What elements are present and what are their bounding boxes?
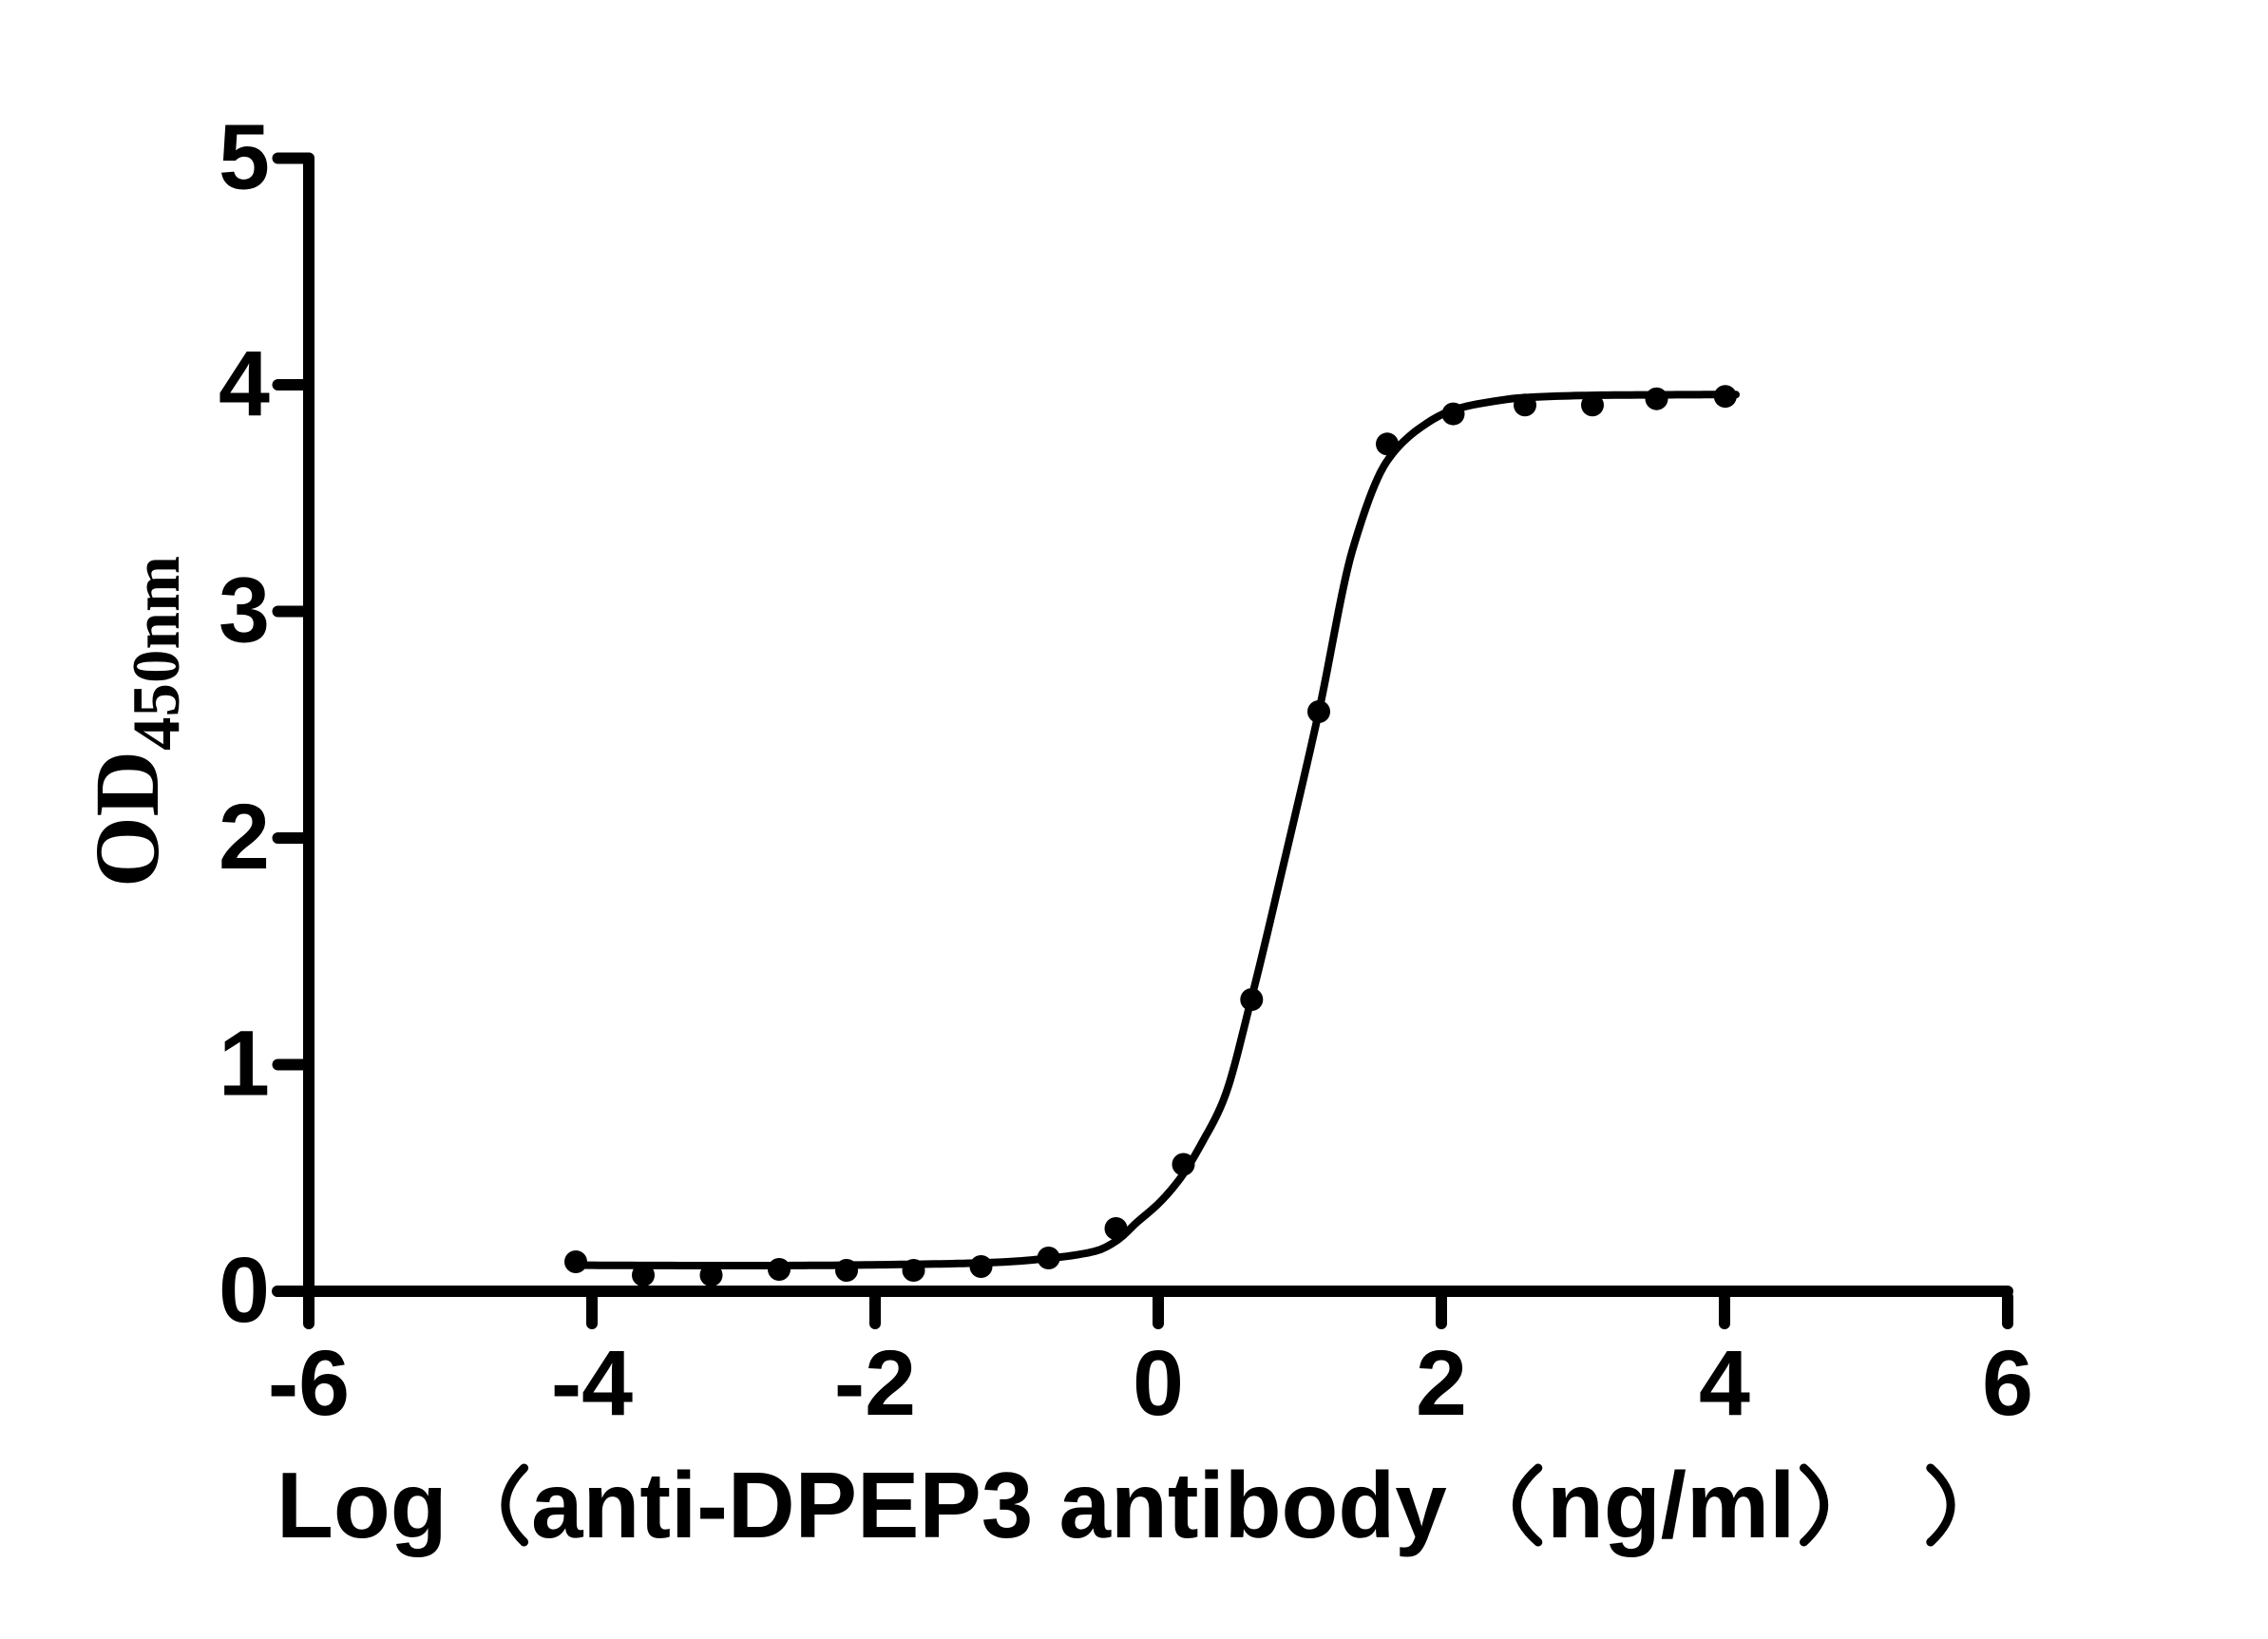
svg-text:6: 6 bbox=[1982, 1331, 2033, 1435]
svg-text:OD450nm: OD450nm bbox=[76, 556, 194, 887]
svg-text:0: 0 bbox=[1133, 1331, 1184, 1435]
svg-text:0: 0 bbox=[219, 1238, 270, 1342]
svg-text:Log: Log bbox=[276, 1453, 448, 1557]
svg-text:4: 4 bbox=[219, 332, 270, 435]
svg-text:5: 5 bbox=[219, 105, 270, 209]
svg-text:anti-DPEP3 antibody: anti-DPEP3 antibody bbox=[531, 1453, 1447, 1557]
svg-text:3: 3 bbox=[219, 559, 270, 662]
svg-text:-4: -4 bbox=[551, 1331, 633, 1435]
svg-text:2: 2 bbox=[219, 785, 270, 888]
svg-text:ng/ml: ng/ml bbox=[1547, 1453, 1795, 1557]
svg-text:-6: -6 bbox=[268, 1331, 350, 1435]
svg-text:2: 2 bbox=[1416, 1331, 1467, 1435]
svg-text:-2: -2 bbox=[834, 1331, 916, 1435]
svg-text:4: 4 bbox=[1699, 1331, 1750, 1435]
svg-text:1: 1 bbox=[219, 1012, 270, 1115]
